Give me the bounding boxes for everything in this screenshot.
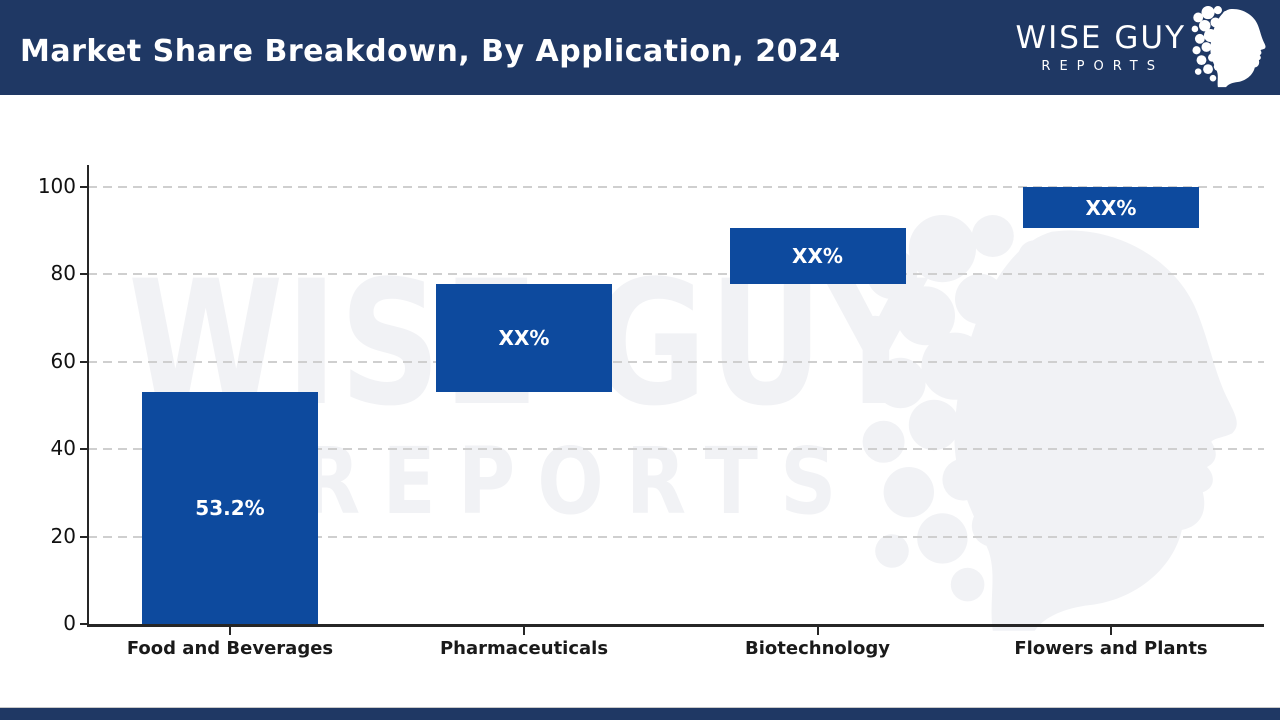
y-axis-tick <box>80 273 87 276</box>
y-axis-tick <box>80 623 87 625</box>
y-axis-tick <box>80 186 87 188</box>
bar-segment: 53.2% <box>142 391 318 624</box>
page-title: Market Share Breakdown, By Application, … <box>20 34 841 69</box>
bar-value-label: 53.2% <box>195 495 265 520</box>
y-axis-tick <box>80 360 87 363</box>
x-axis-category-label: Food and Beverages <box>126 638 334 659</box>
y-axis-spine <box>87 165 89 626</box>
footer-bar <box>0 707 1280 720</box>
y-axis-tick-label: 20 <box>50 523 76 548</box>
y-axis-tick-label: 80 <box>50 261 76 286</box>
gridline <box>88 535 1264 538</box>
y-axis-tick <box>80 535 87 538</box>
brand-wordmark: WISE GUY <box>1015 20 1186 56</box>
brand-logo: WISE GUY REPORTS <box>1015 6 1272 88</box>
x-axis-category-label: Biotechnology <box>745 638 890 659</box>
y-axis-tick-label: 40 <box>50 436 76 461</box>
bar-segment: XX% <box>729 228 906 284</box>
y-axis-tick-label: 0 <box>63 611 76 635</box>
bar-value-label: XX% <box>1085 195 1137 220</box>
x-axis-tick <box>229 627 231 635</box>
wiseguy-head-icon <box>1191 6 1266 88</box>
x-axis-tick <box>816 627 819 635</box>
brand-subtext: REPORTS <box>1041 59 1165 74</box>
bar-segment: XX% <box>1023 187 1199 229</box>
gridline <box>88 186 1264 188</box>
header-bar: Market Share Breakdown, By Application, … <box>0 0 1280 95</box>
x-axis-category-label: Flowers and Plants <box>1014 638 1208 659</box>
y-axis-tick-label: 100 <box>37 174 76 198</box>
gridline <box>88 360 1264 363</box>
bar-segment: XX% <box>436 284 612 392</box>
bar-value-label: XX% <box>498 325 550 350</box>
gridline <box>88 273 1264 276</box>
gridline <box>88 448 1264 451</box>
waterfall-chart: 0 20 40 60 80 100 53.2% Food and Beverages XX% Ph… <box>0 95 1280 706</box>
bar-value-label: XX% <box>792 244 843 269</box>
brand-text: WISE GUY REPORTS <box>1015 20 1186 74</box>
x-axis-tick <box>1110 627 1112 635</box>
y-axis-tick-label: 60 <box>50 348 76 373</box>
x-axis-tick <box>523 627 525 635</box>
y-axis-tick <box>80 448 87 451</box>
x-axis-spine <box>87 624 1264 627</box>
x-axis-category-label: Pharmaceuticals <box>439 638 609 659</box>
